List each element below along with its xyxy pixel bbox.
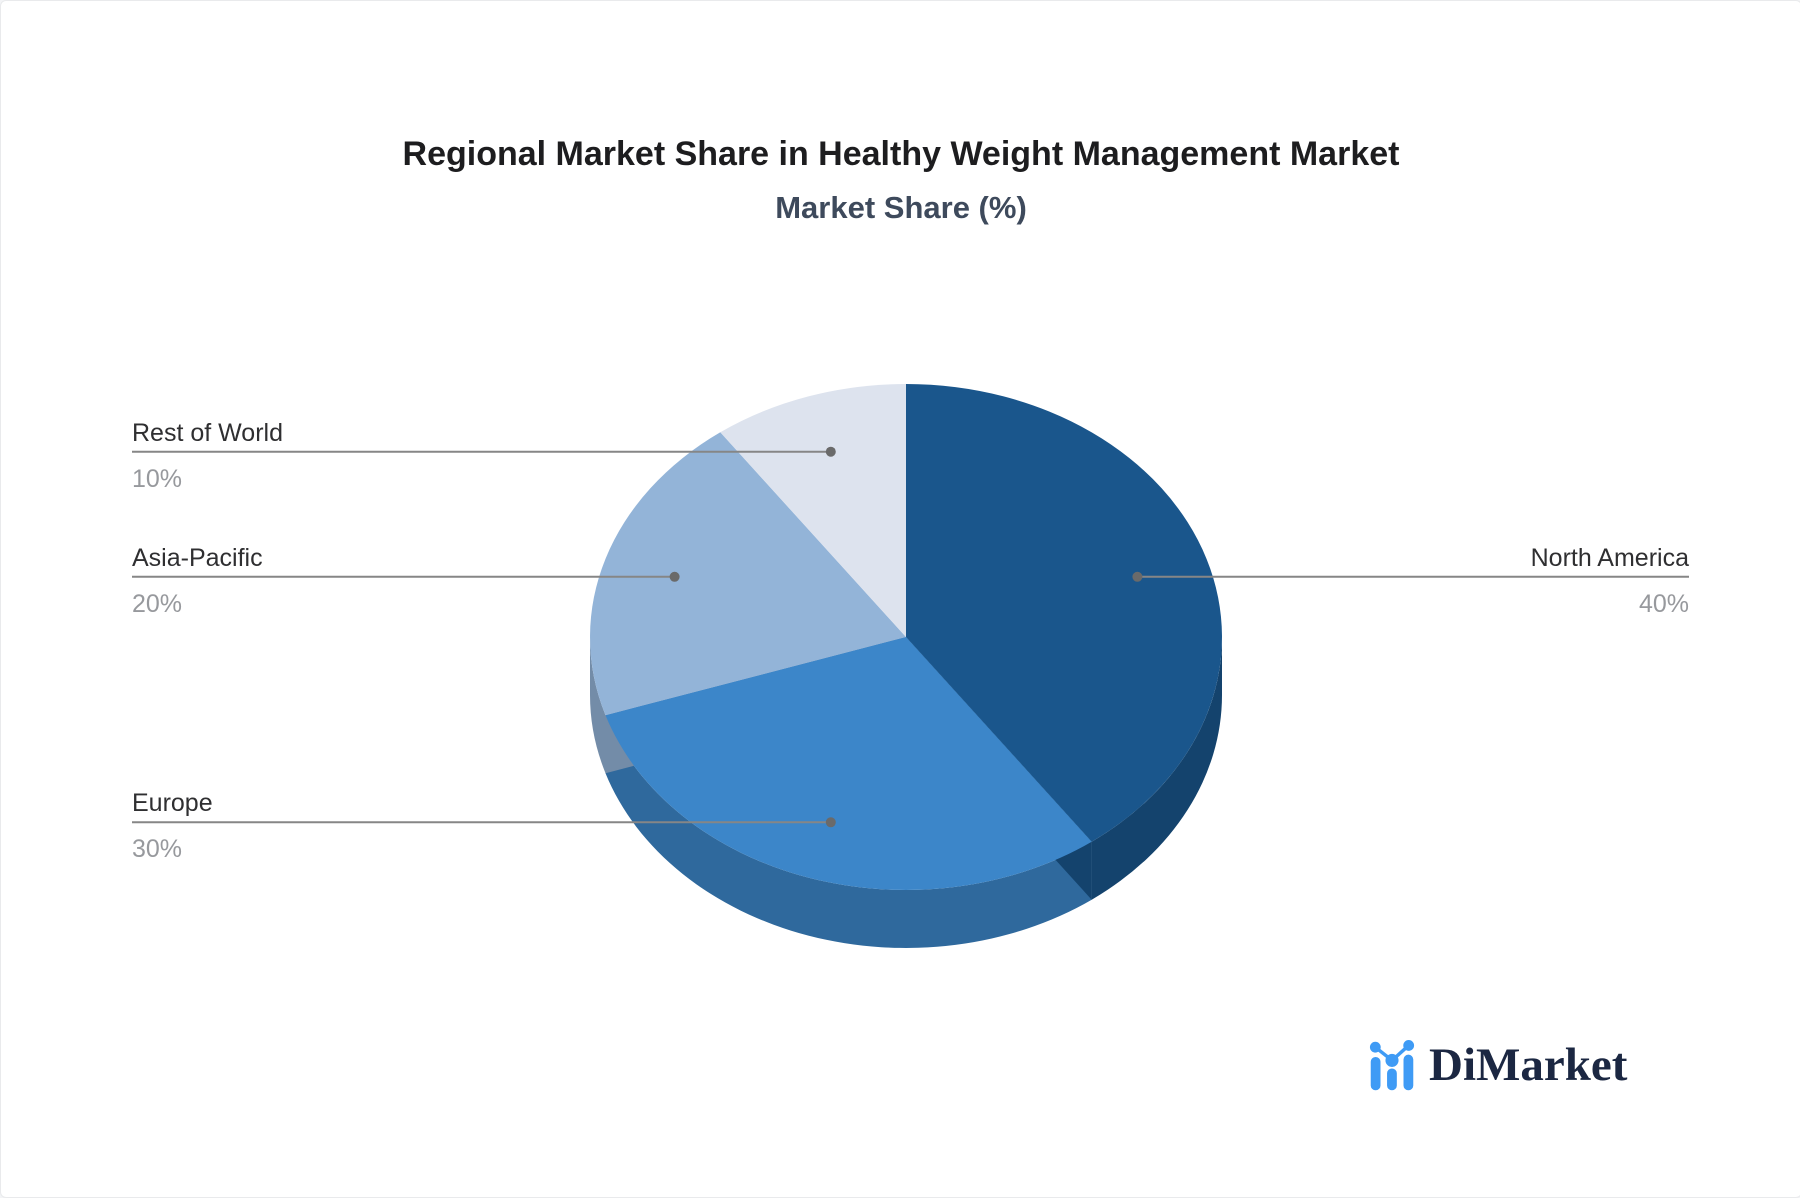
pie-slice-rest-of-world[interactable] (720, 384, 906, 637)
dimarket-logo-text: DiMarket (1429, 1039, 1628, 1091)
slice-label-name: Rest of World (132, 418, 283, 447)
slice-label-name: Asia-Pacific (132, 543, 263, 572)
leader-dot-europe (825, 817, 836, 828)
chart-subtitle: Market Share (%) (775, 190, 1027, 225)
slice-label-value: 40% (1638, 589, 1689, 618)
chart-title: Regional Market Share in Healthy Weight … (402, 135, 1400, 173)
bar-line-chart-icon (1369, 1040, 1415, 1091)
pie-slice-side-europe (605, 715, 1092, 948)
slice-label-name: Europe (132, 789, 213, 818)
pie-slice-side-asia-pacific (590, 637, 606, 774)
dimarket-logo: DiMarket (1369, 1039, 1627, 1091)
pie-slice-north-america[interactable] (906, 384, 1222, 842)
pie-slice-side-north-america (1091, 637, 1222, 900)
slice-label-value: 20% (132, 589, 183, 618)
leader-dot-rest-of-world (825, 446, 836, 457)
slice-label-value: 30% (132, 835, 183, 864)
leader-dot-north-america (1132, 571, 1143, 582)
pie-slice-asia-pacific[interactable] (590, 432, 906, 716)
pie-slice-europe[interactable] (605, 637, 1092, 890)
slice-label-name: North America (1530, 543, 1689, 572)
leader-dot-asia-pacific (669, 571, 680, 582)
slice-label-value: 10% (132, 464, 183, 493)
